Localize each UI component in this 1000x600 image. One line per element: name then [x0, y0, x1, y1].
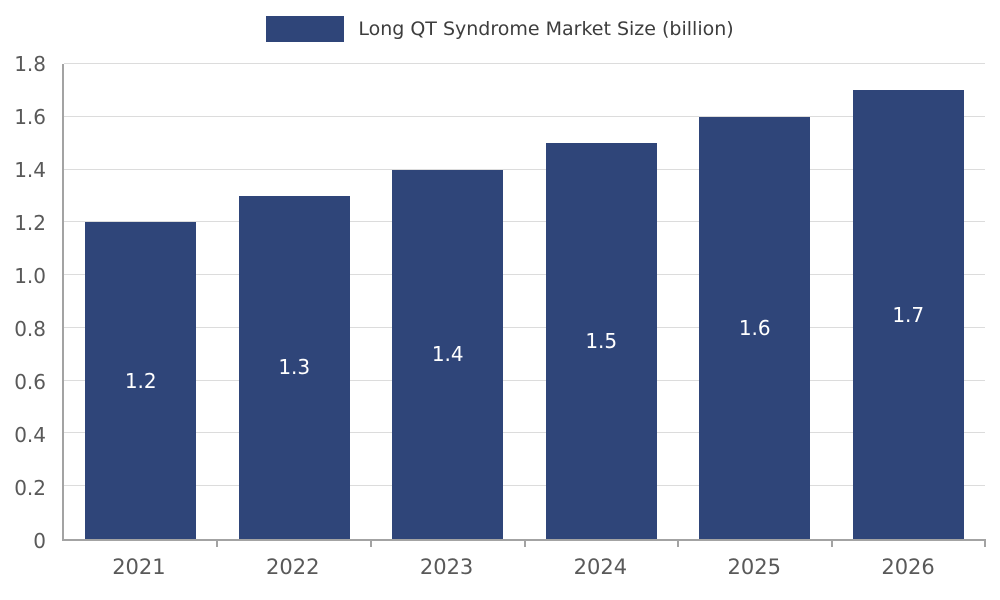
- gridline: [64, 274, 985, 276]
- bar-slot: 1.4: [371, 64, 525, 539]
- bar: 1.5: [545, 143, 657, 539]
- gridline: [64, 326, 985, 328]
- bar-value-label: 1.3: [278, 355, 311, 380]
- gridline: [64, 379, 985, 381]
- gridline: [64, 168, 985, 170]
- x-tick-label: 2021: [112, 555, 166, 579]
- bar-slot: 1.5: [525, 64, 679, 539]
- bar-slot: 1.3: [218, 64, 372, 539]
- x-axis-tick: [676, 539, 679, 547]
- gridline: [64, 221, 985, 223]
- x-axis-tick: [984, 539, 986, 547]
- y-tick-label: 0: [33, 529, 46, 553]
- y-axis: 0 0.2 0.4 0.6 0.8 1.0 1.2 1.4 1.6 1.8: [0, 53, 54, 552]
- x-tick-label: 2024: [573, 555, 628, 579]
- y-tick-label: 1.6: [14, 105, 46, 130]
- y-tick-label: 1.4: [14, 158, 46, 182]
- gridline: [64, 63, 985, 64]
- x-tick-label: 2023: [419, 555, 474, 579]
- bar-value-label: 1.5: [585, 329, 618, 354]
- y-tick-label: 1.0: [14, 264, 46, 288]
- x-tick-label: 2022: [266, 555, 320, 579]
- gridline: [64, 115, 985, 117]
- y-tick-label: 1.8: [14, 52, 46, 76]
- y-tick-label: 1.2: [14, 211, 46, 236]
- y-tick-label: 0.8: [14, 317, 46, 342]
- gridline: [64, 485, 985, 487]
- bars-container: 1.2 1.3 1.4 1.5 1.6 1.7: [64, 64, 985, 539]
- legend: Long QT Syndrome Market Size (billion): [0, 16, 1000, 42]
- bar: 1.6: [699, 116, 810, 539]
- plot-area: 1.2 1.3 1.4 1.5 1.6 1.7: [62, 63, 986, 547]
- bar-slot: 1.7: [832, 64, 986, 539]
- y-tick-label: 0.4: [14, 423, 46, 448]
- x-tick-label: 2026: [881, 555, 935, 579]
- y-tick-label: 0.6: [14, 370, 46, 395]
- x-axis-tick: [369, 539, 372, 547]
- bar: 1.3: [238, 195, 350, 539]
- y-tick-label: 0.2: [14, 476, 46, 501]
- bar: 1.4: [392, 169, 503, 539]
- bar-value-label: 1.4: [431, 342, 464, 367]
- bar-slot: 1.2: [64, 64, 218, 539]
- x-axis-tick: [216, 539, 219, 547]
- bar: 1.2: [85, 222, 196, 539]
- x-tick-label: 2025: [727, 555, 781, 579]
- bar: 1.7: [852, 90, 964, 539]
- bar-value-label: 1.6: [738, 315, 771, 340]
- legend-swatch: [266, 16, 345, 42]
- x-axis-tick: [830, 539, 833, 547]
- bar-value-label: 1.7: [892, 302, 925, 327]
- x-axis: 2021 2022 2023 2024 2025 2026: [62, 555, 985, 579]
- x-axis-tick: [523, 539, 526, 547]
- legend-label: Long QT Syndrome Market Size (billion): [358, 18, 734, 40]
- gridline: [64, 432, 985, 434]
- bar-value-label: 1.2: [124, 368, 157, 393]
- bar-slot: 1.6: [678, 64, 832, 539]
